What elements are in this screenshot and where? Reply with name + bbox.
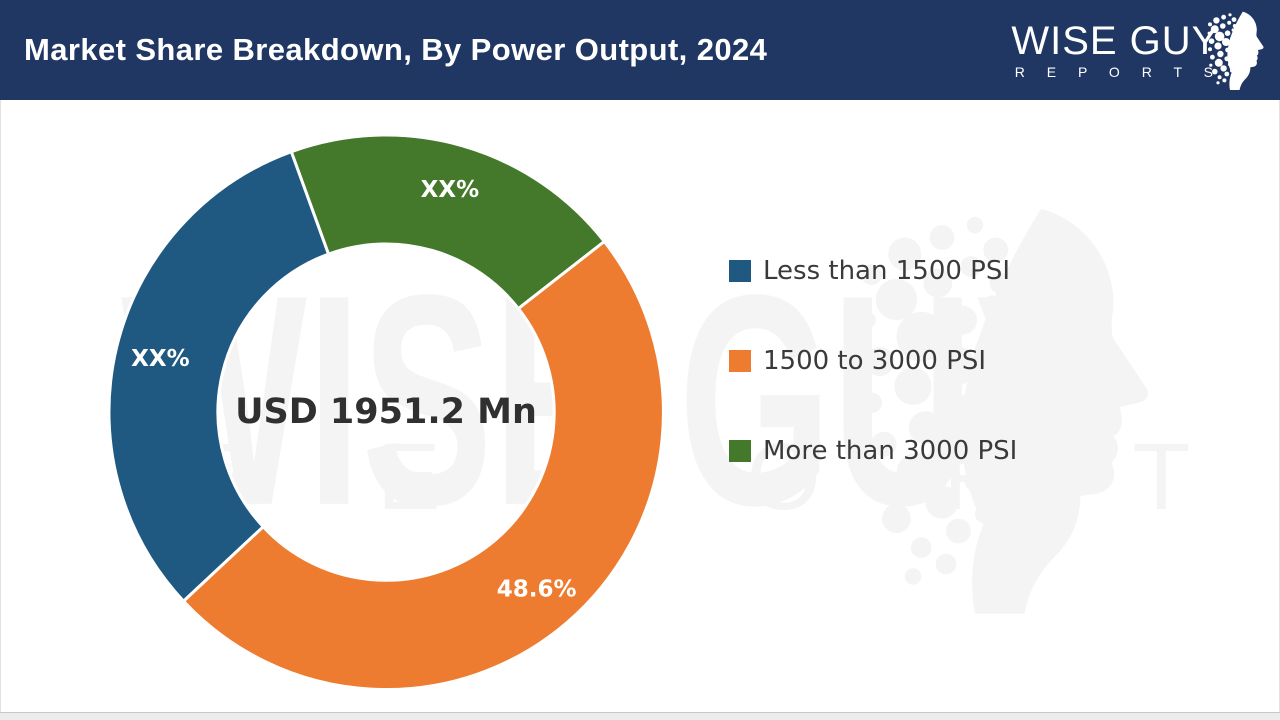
slice-percentage-label: XX% (421, 177, 480, 203)
legend-swatch-green (729, 440, 751, 462)
face-dots-icon (1207, 11, 1264, 90)
legend-item-1500-to-3000-psi: 1500 to 3000 PSI (729, 345, 1017, 377)
bottom-bar (0, 712, 1280, 720)
legend-label: More than 3000 PSI (763, 436, 1018, 466)
legend-label: Less than 1500 PSI (763, 256, 1011, 286)
chart-area: WISE GUY R E P O R T S XX%48.6%XX% USD 1… (0, 100, 1280, 712)
legend-swatch-blue (729, 260, 751, 282)
legend-swatch-orange (729, 350, 751, 372)
slice-percentage-label: 48.6% (497, 576, 577, 602)
header-bar: Market Share Breakdown, By Power Output,… (0, 0, 1280, 100)
legend-item-less-than-1500-psi: Less than 1500 PSI (729, 255, 1017, 287)
logo-subtitle: R E P O R T S (1014, 63, 1222, 80)
legend-item-more-than-3000-psi: More than 3000 PSI (729, 435, 1017, 467)
slice-percentage-label: XX% (131, 346, 190, 372)
donut-center-value: USD 1951.2 Mn (235, 392, 537, 432)
wise-guy-reports-logo: WISE GUY R E P O R T S (1009, 8, 1266, 92)
pie-slice-less-than-1500-psi (107, 150, 330, 603)
pie-slice-more-than-3000-psi (289, 133, 606, 311)
legend: Less than 1500 PSI 1500 to 3000 PSI More… (729, 255, 1017, 525)
logo-text: WISE GUY R E P O R T S (1009, 20, 1222, 81)
pie-slice-1500-to-3000-psi (182, 240, 665, 691)
legend-label: 1500 to 3000 PSI (763, 346, 987, 376)
logo-wordmark: WISE GUY (1011, 18, 1220, 63)
donut-chart: XX% 48.6% XX% (107, 133, 665, 691)
page-title: Market Share Breakdown, By Power Output,… (24, 32, 768, 67)
